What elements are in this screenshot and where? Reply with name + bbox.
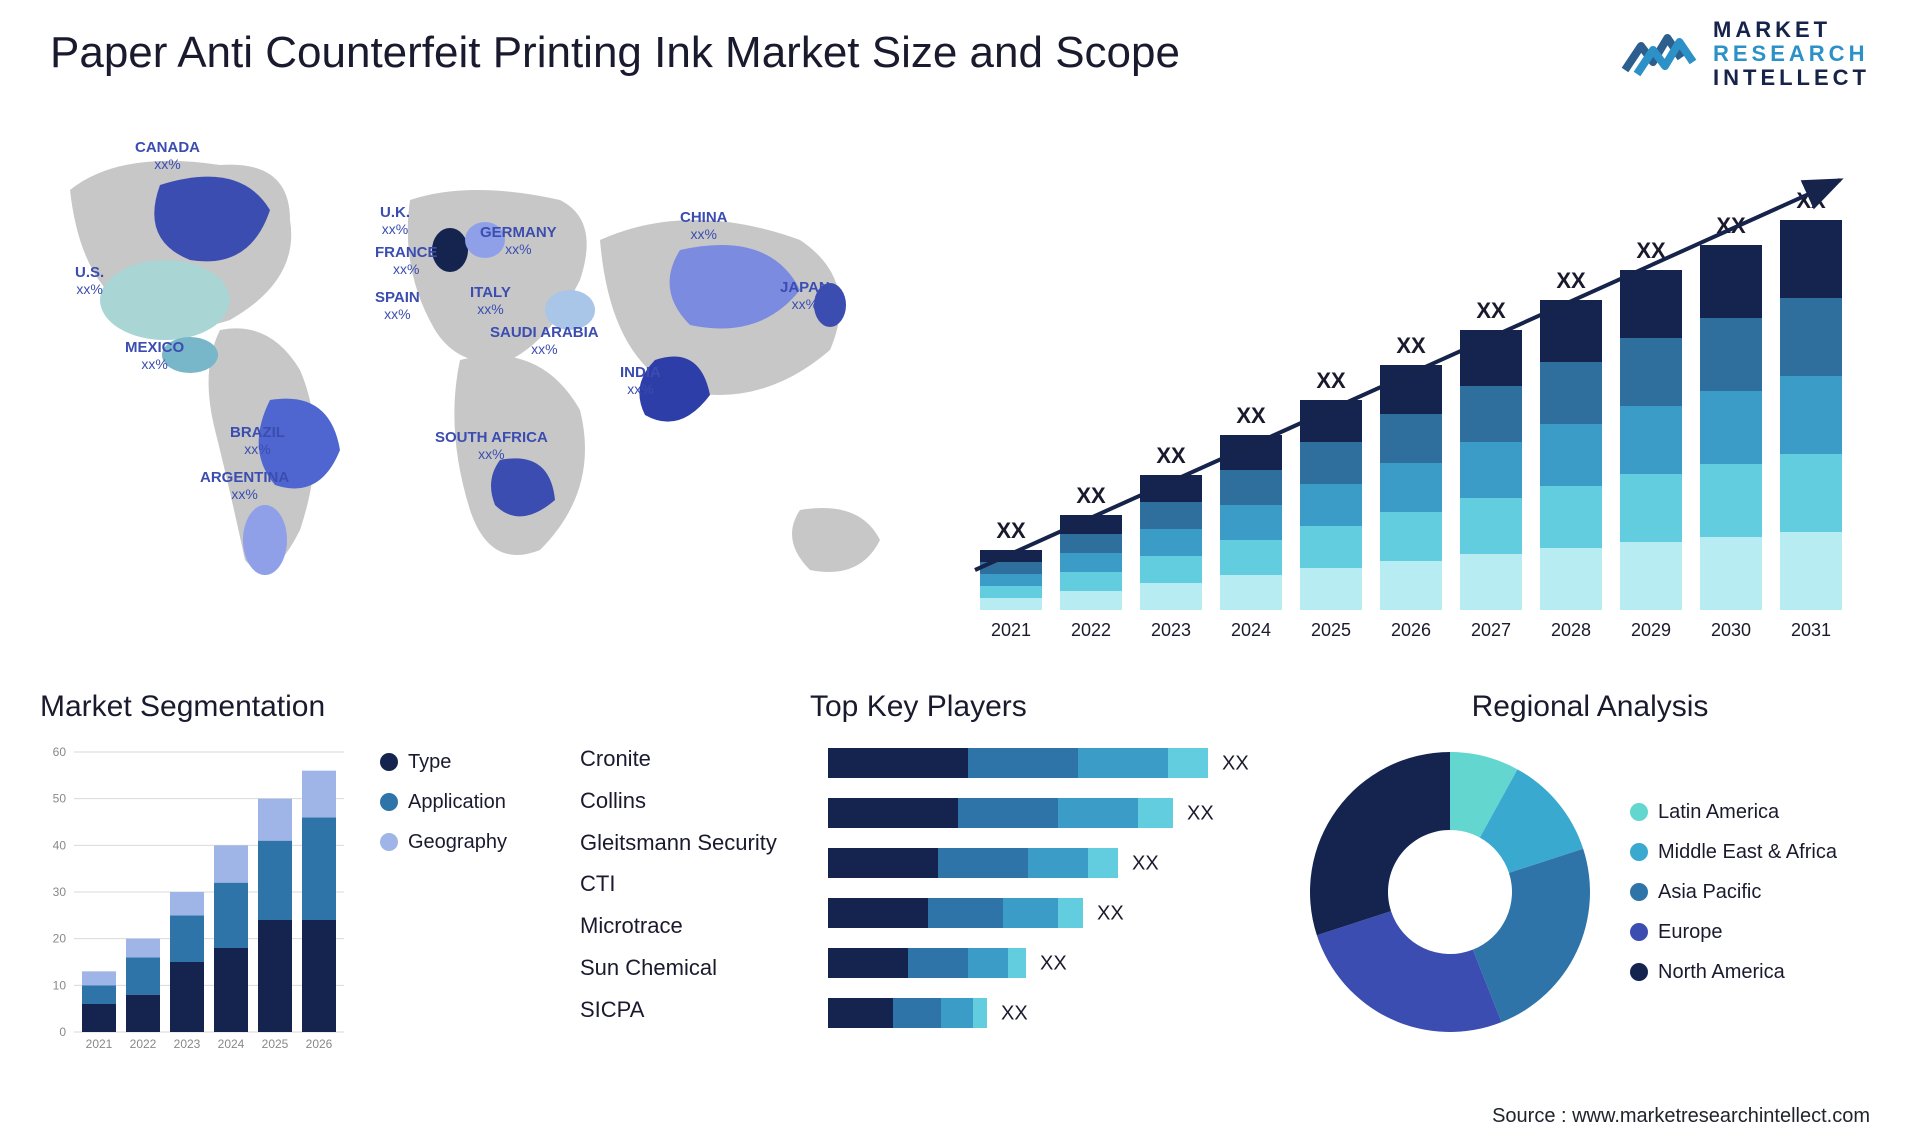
- legend-item: Latin America: [1630, 792, 1837, 832]
- regional-donut: [1300, 742, 1600, 1042]
- legend-item: Type: [380, 742, 507, 782]
- map-canvas: [40, 130, 920, 660]
- svg-text:XX: XX: [1396, 333, 1426, 358]
- svg-text:XX: XX: [1187, 803, 1214, 825]
- svg-text:XX: XX: [1001, 1003, 1028, 1025]
- logo-text: MARKET RESEARCH INTELLECT: [1713, 18, 1870, 91]
- players-name-list: CroniteCollinsGleitsmann SecurityCTIMicr…: [580, 738, 810, 1068]
- svg-text:2026: 2026: [306, 1037, 333, 1051]
- svg-text:2023: 2023: [1151, 620, 1191, 640]
- player-name: SICPA: [580, 989, 810, 1031]
- legend-item: Europe: [1630, 912, 1837, 952]
- map-label: GERMANYxx%: [480, 225, 557, 257]
- svg-text:40: 40: [53, 838, 67, 852]
- svg-text:2027: 2027: [1471, 620, 1511, 640]
- players-title: Top Key Players: [810, 690, 1280, 724]
- map-label: SOUTH AFRICAxx%: [435, 430, 548, 462]
- source-attribution: Source : www.marketresearchintellect.com: [1492, 1105, 1870, 1128]
- svg-text:2031: 2031: [1791, 620, 1831, 640]
- players-panel: Top Key Players CroniteCollinsGleitsmann…: [580, 690, 1280, 1090]
- svg-text:2022: 2022: [130, 1037, 157, 1051]
- svg-text:0: 0: [59, 1025, 66, 1039]
- svg-text:2025: 2025: [1311, 620, 1351, 640]
- svg-text:XX: XX: [1097, 903, 1124, 925]
- map-label: SPAINxx%: [375, 290, 420, 322]
- segmentation-title: Market Segmentation: [40, 690, 560, 724]
- map-label: FRANCExx%: [375, 245, 438, 277]
- map-label: U.S.xx%: [75, 265, 104, 297]
- svg-text:30: 30: [53, 885, 67, 899]
- svg-text:XX: XX: [1476, 298, 1506, 323]
- player-name: CTI: [580, 863, 810, 905]
- svg-text:10: 10: [53, 978, 67, 992]
- legend-item: North America: [1630, 952, 1837, 992]
- player-name: Gleitsmann Security: [580, 822, 810, 864]
- legend-item: Application: [380, 782, 507, 822]
- svg-text:XX: XX: [1132, 853, 1159, 875]
- regional-panel: Regional Analysis Latin AmericaMiddle Ea…: [1300, 690, 1880, 1090]
- segmentation-chart: 0 10 20 30 40 50 60 2021 2022 2023 2024 2025 2026: [40, 742, 360, 1062]
- map-label: SAUDI ARABIAxx%: [490, 325, 599, 357]
- regional-title: Regional Analysis: [1300, 690, 1880, 724]
- svg-text:XX: XX: [1222, 753, 1249, 775]
- legend-item: Asia Pacific: [1630, 872, 1837, 912]
- map-label: U.K.xx%: [380, 205, 410, 237]
- svg-text:XX: XX: [1040, 953, 1067, 975]
- map-label: ARGENTINAxx%: [200, 470, 289, 502]
- map-label: BRAZILxx%: [230, 425, 285, 457]
- players-bar-chart: XX XX XX XX XX XX: [828, 738, 1268, 1068]
- svg-text:2023: 2023: [174, 1037, 201, 1051]
- player-name: Cronite: [580, 738, 810, 780]
- map-label: CANADAxx%: [135, 140, 200, 172]
- svg-text:XX: XX: [1076, 483, 1106, 508]
- svg-text:2024: 2024: [218, 1037, 245, 1051]
- svg-text:2022: 2022: [1071, 620, 1111, 640]
- svg-text:XX: XX: [1236, 403, 1266, 428]
- svg-text:2024: 2024: [1231, 620, 1271, 640]
- svg-text:2026: 2026: [1391, 620, 1431, 640]
- player-name: Sun Chemical: [580, 947, 810, 989]
- svg-text:50: 50: [53, 792, 67, 806]
- svg-text:2030: 2030: [1711, 620, 1751, 640]
- svg-text:XX: XX: [1316, 368, 1346, 393]
- map-label: CHINAxx%: [680, 210, 728, 242]
- map-label: JAPANxx%: [780, 280, 830, 312]
- segmentation-panel: Market Segmentation 0 10 20 30 40 50 60 2021 202…: [40, 690, 560, 1090]
- logo-icon: [1621, 24, 1701, 84]
- map-label: MEXICOxx%: [125, 340, 184, 372]
- regional-legend: Latin AmericaMiddle East & AfricaAsia Pa…: [1630, 792, 1837, 992]
- svg-text:2025: 2025: [262, 1037, 289, 1051]
- svg-text:XX: XX: [1156, 443, 1186, 468]
- svg-text:60: 60: [53, 745, 67, 759]
- map-label: ITALYxx%: [470, 285, 511, 317]
- player-name: Microtrace: [580, 905, 810, 947]
- svg-text:2028: 2028: [1551, 620, 1591, 640]
- map-label: INDIAxx%: [620, 365, 661, 397]
- growth-chart: XX 2021 XX 2022 XX 2023 XX 2024 XX 2025 XX 2026 XX 20…: [960, 140, 1860, 660]
- page-title: Paper Anti Counterfeit Printing Ink Mark…: [50, 28, 1180, 78]
- segmentation-legend: TypeApplicationGeography: [380, 742, 507, 862]
- svg-text:20: 20: [53, 932, 67, 946]
- svg-text:2029: 2029: [1631, 620, 1671, 640]
- svg-text:XX: XX: [996, 518, 1026, 543]
- brand-logo: MARKET RESEARCH INTELLECT: [1621, 18, 1870, 91]
- svg-text:XX: XX: [1556, 268, 1586, 293]
- legend-item: Geography: [380, 822, 507, 862]
- player-name: Collins: [580, 780, 810, 822]
- svg-text:2021: 2021: [86, 1037, 113, 1051]
- world-map: CANADAxx% U.S.xx% MEXICOxx% BRAZILxx% ARGENT…: [40, 130, 920, 660]
- legend-item: Middle East & Africa: [1630, 832, 1837, 872]
- svg-text:2021: 2021: [991, 620, 1031, 640]
